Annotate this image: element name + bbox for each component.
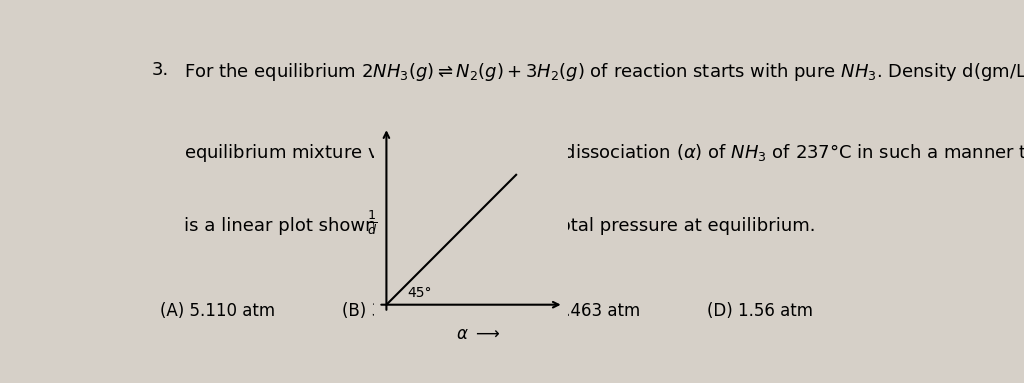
Text: For the equilibrium $2NH_3(g) \rightleftharpoons N_2(g) + 3H_2(g)$ of reaction s: For the equilibrium $2NH_3(g) \rightleft… [183,61,1024,83]
Text: (B) 3.862 atm: (B) 3.862 atm [342,302,458,320]
Text: 3.: 3. [152,61,169,79]
Text: (D) 1.56 atm: (D) 1.56 atm [708,302,813,320]
Text: $\frac{1}{d}$: $\frac{1}{d}$ [367,208,377,237]
Text: $\alpha$ $\longrightarrow$: $\alpha$ $\longrightarrow$ [456,325,501,343]
Text: (C) 2.463 atm: (C) 2.463 atm [524,302,640,320]
Text: (A) 5.110 atm: (A) 5.110 atm [160,302,274,320]
Text: 45°: 45° [407,286,431,300]
Text: is a linear plot shown below, what is the total pressure at equilibrium.: is a linear plot shown below, what is th… [183,217,815,235]
Text: equilibrium mixture varies with degree of dissociation ($\alpha$) of $NH_3$ of 2: equilibrium mixture varies with degree o… [183,140,1024,169]
